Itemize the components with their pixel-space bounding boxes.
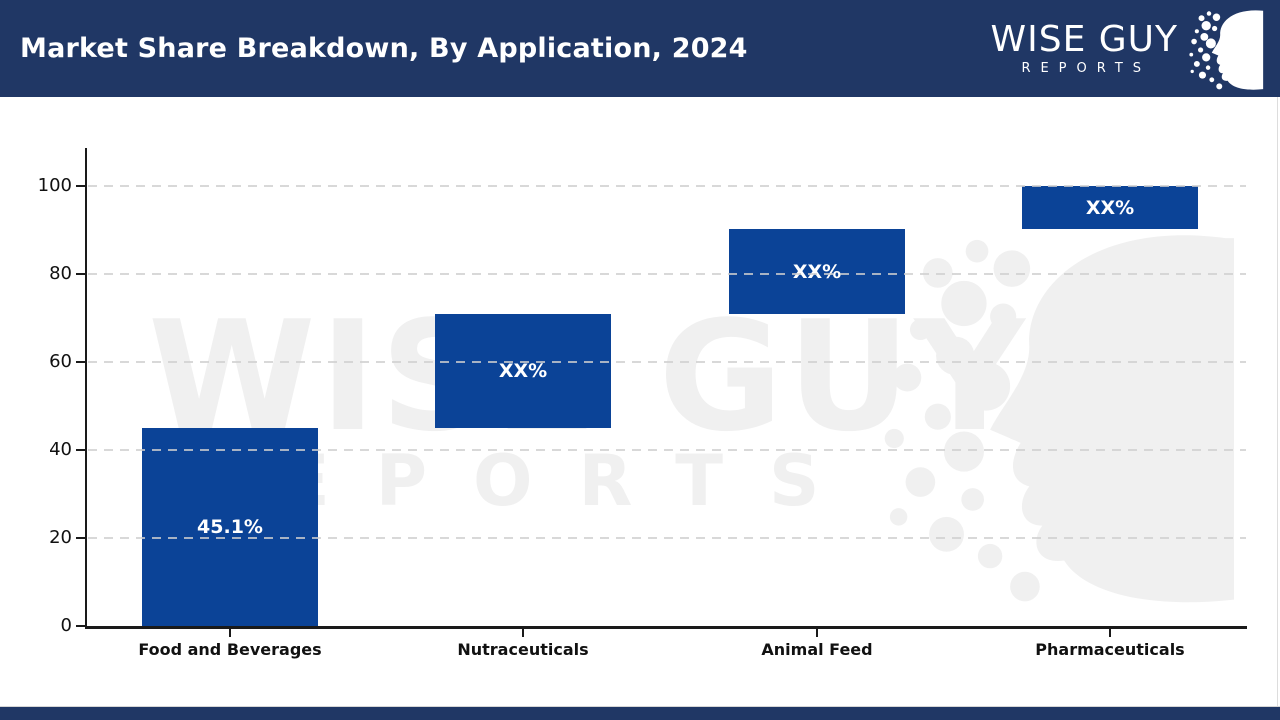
x-tick-3 (1109, 629, 1111, 637)
x-tick-0 (229, 629, 231, 637)
y-tick-label: 20 (49, 527, 72, 548)
wise-guy-face-icon (1189, 9, 1264, 90)
page-title: Market Share Breakdown, By Application, … (20, 33, 748, 64)
bar-pharmaceuticals (1022, 186, 1198, 230)
gridline-80 (88, 273, 1246, 275)
y-tick-100 (76, 185, 85, 187)
footer-bar (0, 707, 1280, 720)
category-label-nutraceuticals: Nutraceuticals (457, 640, 589, 659)
bar-value-label: XX% (1085, 196, 1135, 219)
bar-value-label: XX% (792, 260, 842, 283)
y-tick-0 (76, 625, 85, 627)
bar-food-and-beverages (142, 427, 318, 626)
y-tick-40 (76, 449, 85, 451)
y-tick-label: 100 (37, 175, 72, 196)
gridline-60 (88, 361, 1246, 363)
y-axis-line (85, 148, 87, 627)
y-tick-label: 60 (49, 351, 72, 372)
gridline-100 (88, 185, 1246, 187)
category-label-food-and-beverages: Food and Beverages (138, 640, 322, 659)
brand-name: WISE GUY (990, 19, 1178, 60)
x-tick-1 (522, 629, 524, 637)
category-label-pharmaceuticals: Pharmaceuticals (1035, 640, 1185, 659)
right-divider (1277, 97, 1278, 706)
bottom-divider (0, 706, 1280, 707)
header-bar: Market Share Breakdown, By Application, … (0, 0, 1280, 97)
bar-value-label: 45.1% (197, 515, 263, 538)
bar-value-label: XX% (498, 360, 548, 383)
brand-subname: REPORTS (1021, 61, 1152, 76)
y-tick-20 (76, 537, 85, 539)
y-tick-80 (76, 273, 85, 275)
category-label-animal-feed: Animal Feed (761, 640, 873, 659)
y-tick-label: 0 (60, 615, 72, 636)
y-tick-label: 80 (49, 263, 72, 284)
x-tick-2 (816, 629, 818, 637)
x-axis-line (85, 626, 1247, 629)
brand-logo: WISE GUY REPORTS (991, 7, 1280, 91)
bar-animal-feed (729, 229, 905, 315)
brand-logo-text: WISE GUY REPORTS (990, 19, 1179, 77)
bar-nutraceuticals (435, 314, 611, 428)
watermark-face-icon (884, 235, 1234, 603)
y-tick-60 (76, 361, 85, 363)
y-tick-label: 40 (49, 439, 72, 460)
gridline-40 (88, 449, 1246, 451)
gridline-20 (88, 537, 1246, 539)
